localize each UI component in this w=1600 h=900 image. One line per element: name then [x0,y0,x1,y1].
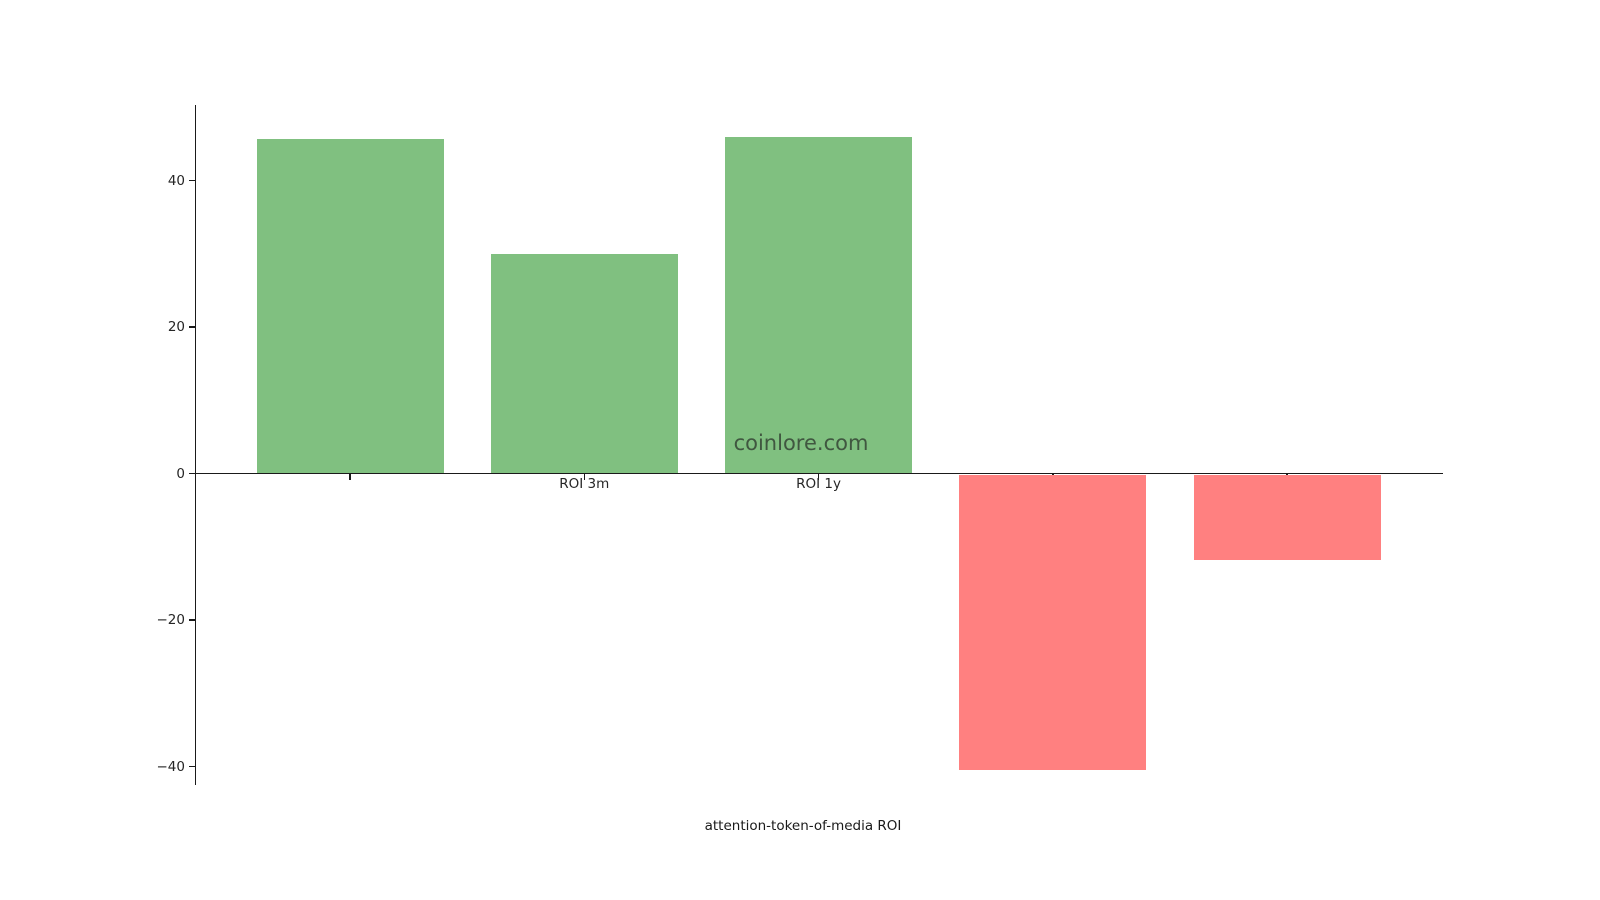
watermark: coinlore.com [733,431,869,455]
y-axis-tick [189,619,196,621]
y-axis-tick [189,472,196,475]
y-axis-tick [189,765,196,768]
bar-ROI 3m [490,254,678,474]
y-axis-tick-label: −40 [156,758,186,775]
y-axis-tick [189,326,196,328]
y-axis-tick [189,179,196,182]
x-axis-tick-label: ROI 3m [559,476,610,492]
y-axis-tick-label: 40 [167,172,185,189]
bar-unlabeled-4 [1193,474,1381,561]
y-axis-tick-label: −20 [156,612,186,628]
y-axis-tick-label: 0 [176,465,185,482]
bar-ROI 1y [725,137,912,474]
x-axis-tick [583,473,585,480]
x-axis-tick-label: ROI 1y [796,476,841,492]
x-axis-line [194,472,1443,475]
x-axis-tick [349,473,351,480]
y-axis-tick-label: 20 [167,319,185,335]
bar-unlabeled-3 [959,474,1147,771]
bar-unlabeled-0 [256,139,444,474]
y-axis-spine [194,105,196,785]
x-axis-tick [817,473,820,480]
chart-title: attention-token-of-media ROI [704,818,902,834]
